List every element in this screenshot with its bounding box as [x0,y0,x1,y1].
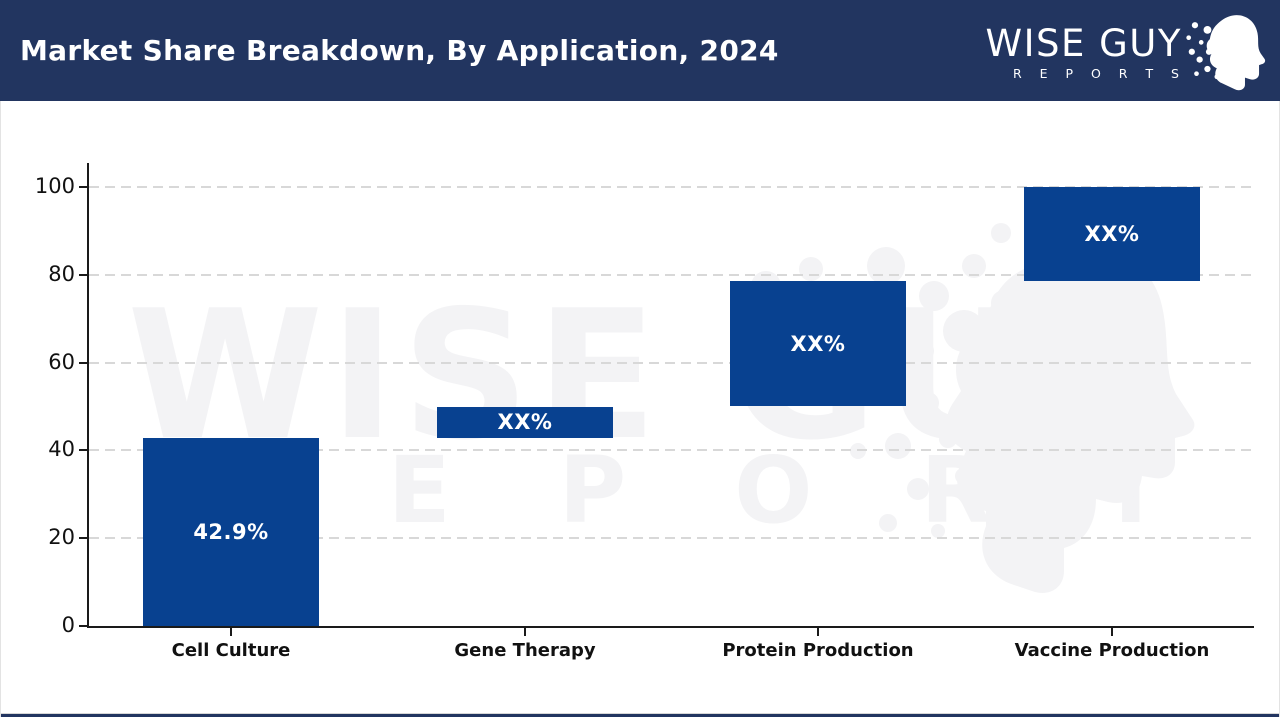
gridline-20 [89,537,1254,540]
x-category-label-protein-production: Protein Production [722,640,914,661]
x-axis-line [87,626,1254,628]
x-category-label-cell-culture: Cell Culture [171,640,291,661]
brand-face-icon [1186,15,1266,91]
footer-accent-bar [1,714,1279,717]
gridline-40 [89,449,1254,452]
bar-vaccine-production: XX% [1024,187,1200,281]
y-tick-label: 40 [48,437,75,462]
plot: 0 20 40 60 80 100 42.9% Cell Culture XX% Gene The… [1,101,1279,717]
bar-value-label-gene-therapy: XX% [497,410,553,435]
y-axis-tick [79,537,87,540]
x-axis-tick [524,628,526,636]
chart-title: Market Share Breakdown, By Application, … [20,34,779,67]
x-category-label-gene-therapy: Gene Therapy [454,640,596,661]
x-axis-tick [817,628,819,636]
x-category-label-vaccine-production: Vaccine Production [1014,640,1210,661]
bar-value-label-protein-production: XX% [790,331,846,356]
bar-protein-production: XX% [730,280,906,407]
y-tick-label: 20 [48,525,75,550]
bar-gene-therapy: XX% [437,406,613,438]
bar-cell-culture: 42.9% [143,437,319,626]
y-axis-tick [79,273,87,276]
x-axis-tick [1111,628,1113,636]
y-tick-label: 60 [48,349,75,374]
footer-divider [1,713,1279,714]
y-axis-line [87,163,89,628]
x-axis-tick [230,628,232,636]
gridline-60 [89,361,1254,364]
brand-wordmark-block: WISE GUY R E P O R T S [986,25,1182,81]
brand-subtitle: R E P O R T S [1012,66,1186,81]
header-bar: Market Share Breakdown, By Application, … [0,0,1280,101]
y-axis-tick [79,186,87,188]
bar-value-label-vaccine-production: XX% [1084,221,1140,246]
brand-logo: WISE GUY R E P O R T S [986,4,1270,98]
y-tick-label: 80 [48,261,75,286]
y-tick-label: 0 [61,613,75,637]
gridline-100 [89,186,1254,188]
y-tick-label: 100 [34,174,75,198]
y-axis-tick [79,361,87,364]
y-axis-tick [79,625,87,627]
bar-value-label-cell-culture: 42.9% [193,519,269,544]
brand-wordmark: WISE GUY [985,22,1182,65]
gridline-80 [89,273,1254,276]
y-axis-tick [79,449,87,452]
